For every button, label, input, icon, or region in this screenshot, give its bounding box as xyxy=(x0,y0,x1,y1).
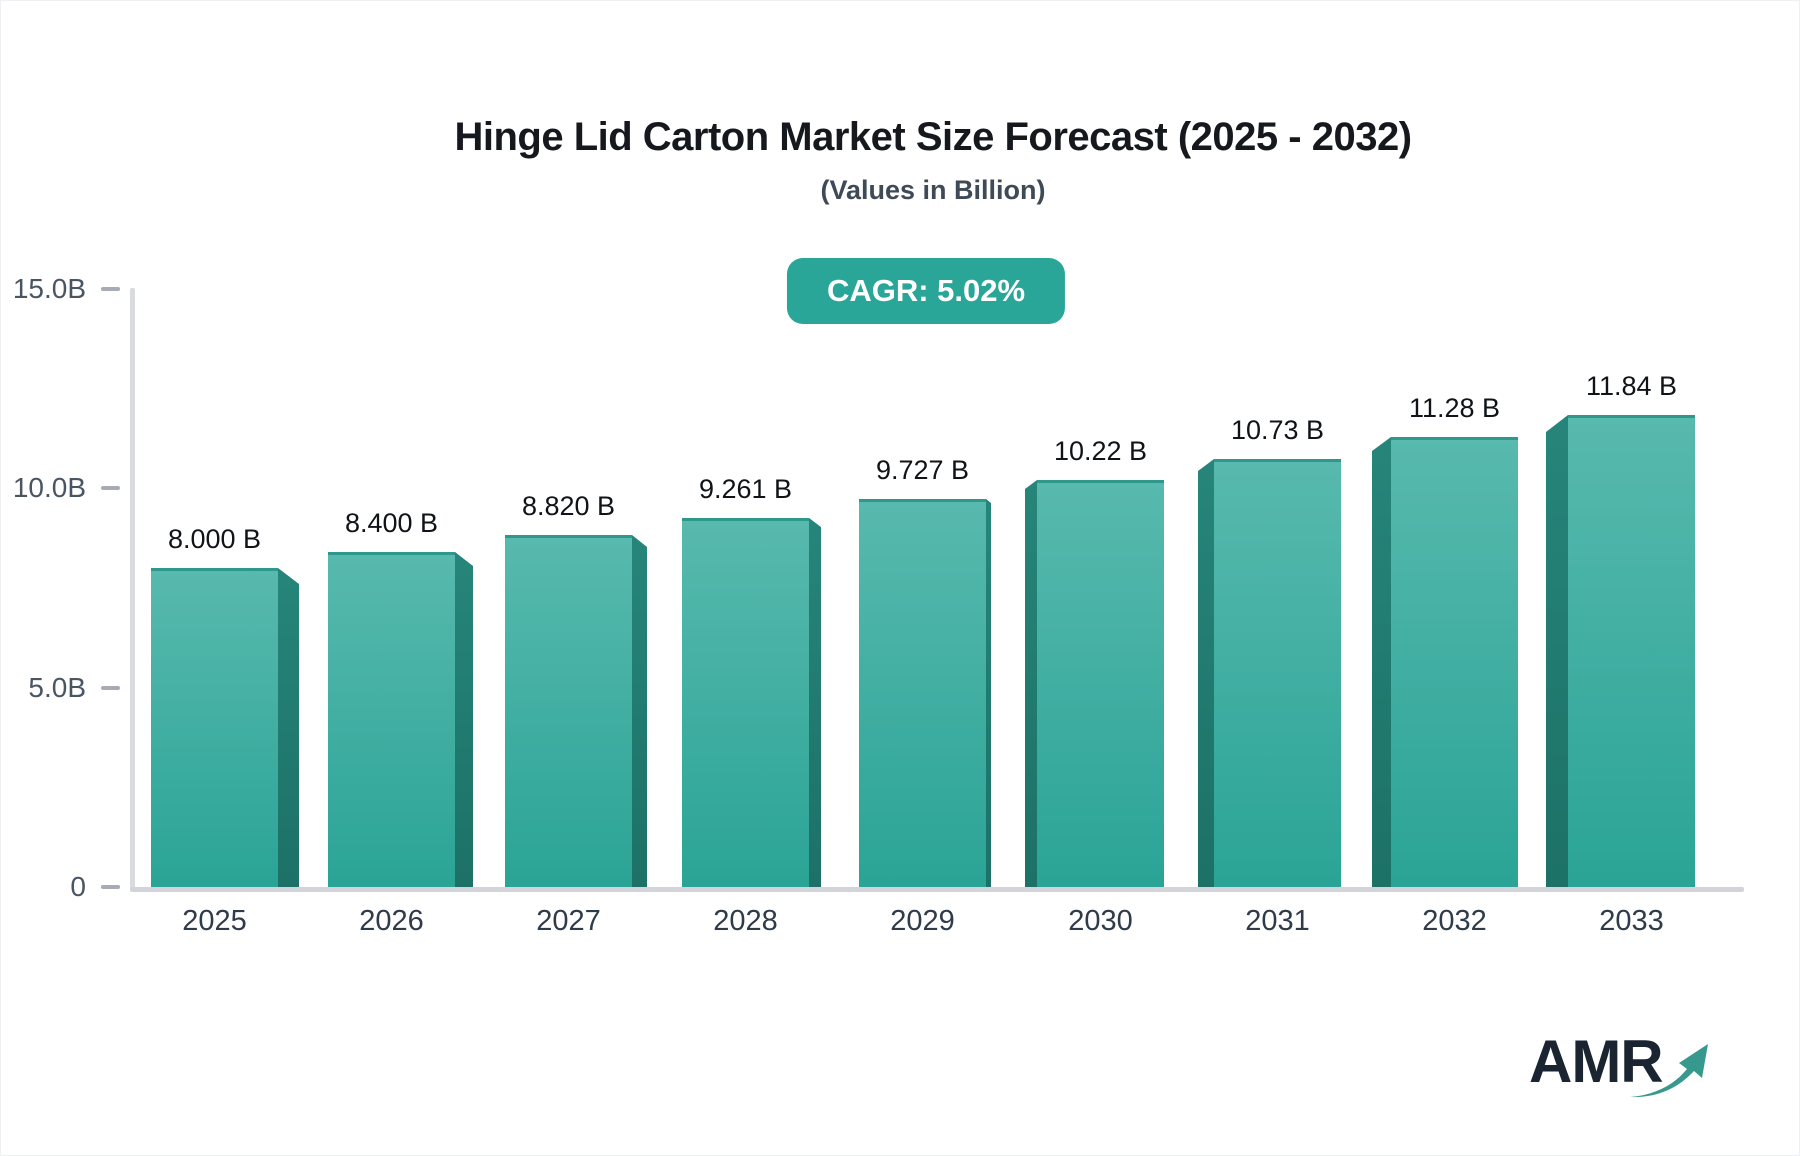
bar-side-face xyxy=(278,568,299,887)
bar-side-face xyxy=(455,552,473,887)
bar-value-label: 8.400 B xyxy=(344,508,439,538)
bar-2030 xyxy=(1037,480,1164,887)
bar-value-label: 10.73 B xyxy=(1230,415,1325,445)
y-axis-tick xyxy=(101,287,120,291)
bar-2025 xyxy=(151,568,278,887)
x-axis-label: 2029 xyxy=(890,905,955,937)
bar-2028 xyxy=(682,518,809,887)
y-axis-tick-label: 0 xyxy=(70,871,86,902)
bar-value-label: 11.28 B xyxy=(1408,393,1501,423)
bar-2033 xyxy=(1568,415,1695,887)
bar-side-face xyxy=(1546,415,1568,887)
y-axis-line xyxy=(130,288,135,891)
bar-value-label: 9.727 B xyxy=(875,455,970,485)
amr-logo-text: AMR xyxy=(1529,1028,1664,1095)
x-axis-label: 2031 xyxy=(1245,905,1310,937)
chart-title: Hinge Lid Carton Market Size Forecast (2… xyxy=(454,115,1412,159)
bar-side-face xyxy=(986,499,991,887)
x-axis-label: 2032 xyxy=(1422,905,1487,937)
bar-value-label: 11.84 B xyxy=(1585,371,1678,401)
bar-2027 xyxy=(505,535,632,887)
bar-side-face xyxy=(809,518,821,887)
amr-logo: AMR xyxy=(1529,1031,1729,1111)
chart-subtitle: (Values in Billion) xyxy=(820,175,1046,205)
bar-2026 xyxy=(328,552,455,887)
bar-2032 xyxy=(1391,437,1518,887)
trend-arrow-icon xyxy=(1630,1044,1708,1098)
y-axis-tick xyxy=(101,885,120,889)
bar-value-label: 10.22 B xyxy=(1053,436,1148,466)
cagr-badge: CAGR: 5.02% xyxy=(786,258,1066,324)
bar-side-face xyxy=(1025,480,1037,887)
x-axis-label: 2027 xyxy=(536,905,601,937)
x-axis-label: 2025 xyxy=(182,905,247,937)
x-axis-label: 2033 xyxy=(1599,905,1664,937)
y-axis-tick-label: 15.0B xyxy=(12,273,86,304)
y-axis-tick xyxy=(101,686,120,690)
bar-2031 xyxy=(1214,459,1341,887)
bar-side-face xyxy=(632,535,647,887)
bar-side-face xyxy=(1372,437,1391,887)
x-axis-line xyxy=(130,887,1744,892)
bar-side-face xyxy=(1198,459,1214,887)
bar-value-label: 8.000 B xyxy=(167,524,262,554)
x-axis-label: 2026 xyxy=(359,905,424,937)
x-axis-label: 2030 xyxy=(1068,905,1133,937)
bar-value-label: 8.820 B xyxy=(521,491,616,521)
y-axis-tick-label: 10.0B xyxy=(12,472,86,503)
y-axis-tick-label: 5.0B xyxy=(28,672,86,703)
x-axis-label: 2028 xyxy=(713,905,778,937)
y-axis-tick xyxy=(101,486,120,490)
bar-2029 xyxy=(859,499,986,887)
bar-value-label: 9.261 B xyxy=(698,474,793,504)
